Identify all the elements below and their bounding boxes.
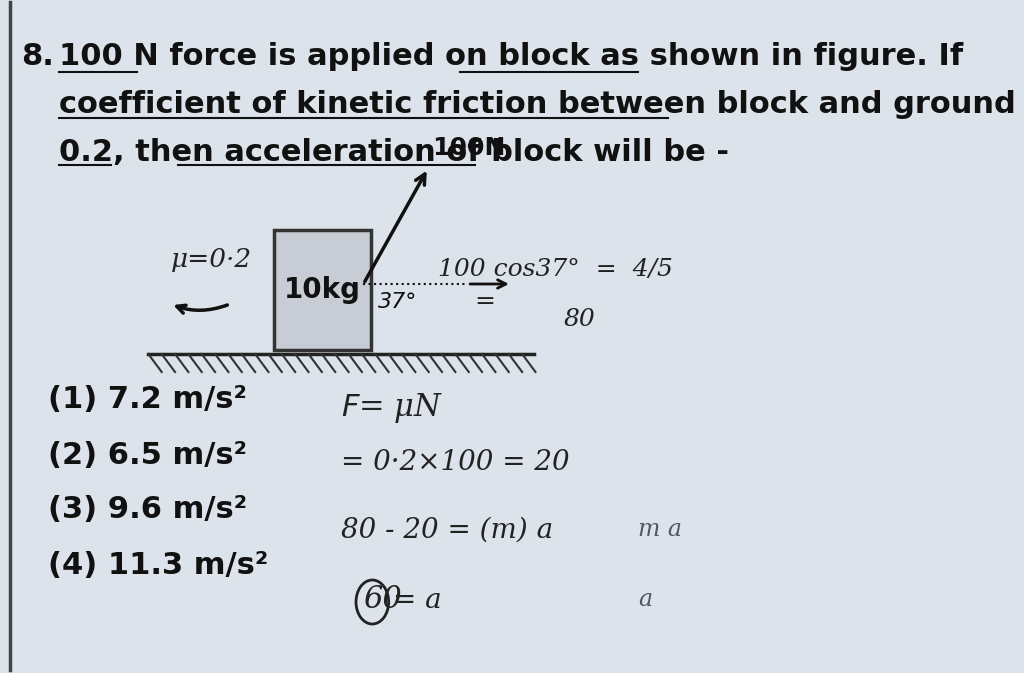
Text: 8.: 8. [20, 42, 53, 71]
Bar [274, 230, 371, 350]
Text: 60: 60 [364, 584, 402, 616]
Text: 80: 80 [563, 308, 595, 330]
Text: m a: m a [638, 518, 682, 542]
Text: (4) 11.3 m/s²: (4) 11.3 m/s² [48, 551, 268, 579]
Text: 10kg: 10kg [284, 276, 361, 304]
Text: $\it{F}$= μN: $\it{F}$= μN [341, 391, 443, 425]
Text: μ=0·2: μ=0·2 [171, 246, 252, 271]
Text: 37°: 37° [378, 292, 418, 312]
Text: 100N: 100N [432, 136, 505, 160]
Text: 0.2, then acceleration of block will be -: 0.2, then acceleration of block will be … [59, 138, 729, 167]
Text: 100 N force is applied on block as shown in figure. If: 100 N force is applied on block as shown… [59, 42, 964, 71]
Text: 80 - 20 = (m) a: 80 - 20 = (m) a [341, 516, 553, 544]
Text: 100 cos37°  =  4/5: 100 cos37° = 4/5 [437, 258, 673, 281]
Text: =: = [475, 291, 496, 314]
Text: (1) 7.2 m/s²: (1) 7.2 m/s² [48, 386, 247, 415]
Text: = 0·2×100 = 20: = 0·2×100 = 20 [341, 448, 569, 476]
Text: a: a [638, 588, 652, 612]
Text: (3) 9.6 m/s²: (3) 9.6 m/s² [48, 495, 248, 524]
Text: = a: = a [393, 586, 441, 614]
Text: coefficient of kinetic friction between block and ground is: coefficient of kinetic friction between … [59, 90, 1024, 119]
Text: (2) 6.5 m/s²: (2) 6.5 m/s² [48, 441, 247, 470]
